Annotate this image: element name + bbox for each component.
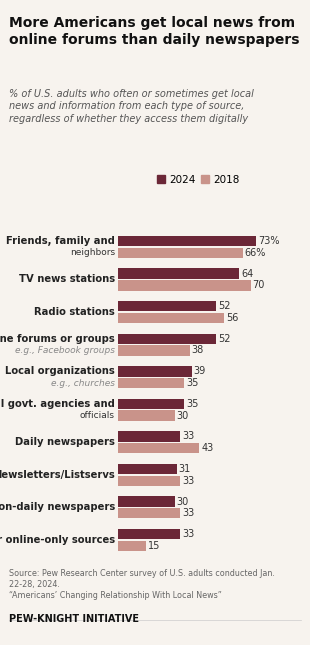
Text: % of U.S. adults who often or sometimes get local
news and information from each: % of U.S. adults who often or sometimes …: [9, 89, 254, 124]
Bar: [118, 541, 146, 551]
Bar: [118, 475, 180, 486]
Text: Local govt. agencies and: Local govt. agencies and: [0, 399, 115, 409]
Text: neighbors: neighbors: [70, 248, 115, 257]
Text: Online forums or groups: Online forums or groups: [0, 333, 115, 344]
Bar: [118, 529, 180, 539]
Text: Non-daily newspapers: Non-daily newspapers: [0, 502, 115, 512]
Text: 66%: 66%: [245, 248, 266, 258]
Text: TV news stations: TV news stations: [19, 275, 115, 284]
Legend: 2024, 2018: 2024, 2018: [153, 170, 244, 189]
Text: 30: 30: [177, 497, 189, 506]
Text: Other online-only sources: Other online-only sources: [0, 535, 115, 545]
Text: 35: 35: [186, 399, 198, 409]
Text: Friends, family and: Friends, family and: [6, 236, 115, 246]
Bar: [118, 464, 177, 474]
Text: Local organizations: Local organizations: [5, 366, 115, 376]
Bar: [118, 410, 175, 421]
Text: Newsletters/Listservs: Newsletters/Listservs: [0, 470, 115, 480]
Text: 33: 33: [182, 476, 195, 486]
Text: 35: 35: [186, 378, 198, 388]
Bar: [118, 313, 224, 323]
Bar: [118, 301, 216, 312]
Text: 43: 43: [201, 443, 214, 453]
Text: 33: 33: [182, 529, 195, 539]
Text: 33: 33: [182, 508, 195, 519]
Text: 39: 39: [194, 366, 206, 376]
Bar: [118, 432, 180, 442]
Text: 33: 33: [182, 432, 195, 441]
Text: Source: Pew Research Center survey of U.S. adults conducted Jan.
22-28, 2024.
“A: Source: Pew Research Center survey of U.…: [9, 569, 275, 600]
Bar: [118, 333, 216, 344]
Text: PEW-KNIGHT INITIATIVE: PEW-KNIGHT INITIATIVE: [9, 614, 139, 624]
Text: 31: 31: [179, 464, 191, 474]
Bar: [118, 345, 190, 355]
Bar: [118, 248, 243, 258]
Text: 70: 70: [252, 281, 265, 290]
Bar: [118, 497, 175, 507]
Bar: [118, 443, 199, 453]
Text: 15: 15: [148, 541, 161, 551]
Text: e.g., Facebook groups: e.g., Facebook groups: [15, 346, 115, 355]
Text: More Americans get local news from
online forums than daily newspapers: More Americans get local news from onlin…: [9, 16, 300, 47]
Text: 64: 64: [241, 268, 253, 279]
Bar: [118, 378, 184, 388]
Text: officials: officials: [80, 411, 115, 420]
Text: 56: 56: [226, 313, 238, 323]
Text: 73%: 73%: [258, 236, 280, 246]
Bar: [118, 268, 239, 279]
Text: 52: 52: [218, 333, 231, 344]
Text: 38: 38: [192, 346, 204, 355]
Bar: [118, 508, 180, 519]
Text: Radio stations: Radio stations: [34, 307, 115, 317]
Text: e.g., churches: e.g., churches: [51, 379, 115, 388]
Bar: [118, 399, 184, 409]
Bar: [118, 366, 192, 377]
Text: 52: 52: [218, 301, 231, 311]
Bar: [118, 236, 256, 246]
Text: Daily newspapers: Daily newspapers: [15, 437, 115, 447]
Text: 30: 30: [177, 411, 189, 421]
Bar: [118, 280, 250, 290]
